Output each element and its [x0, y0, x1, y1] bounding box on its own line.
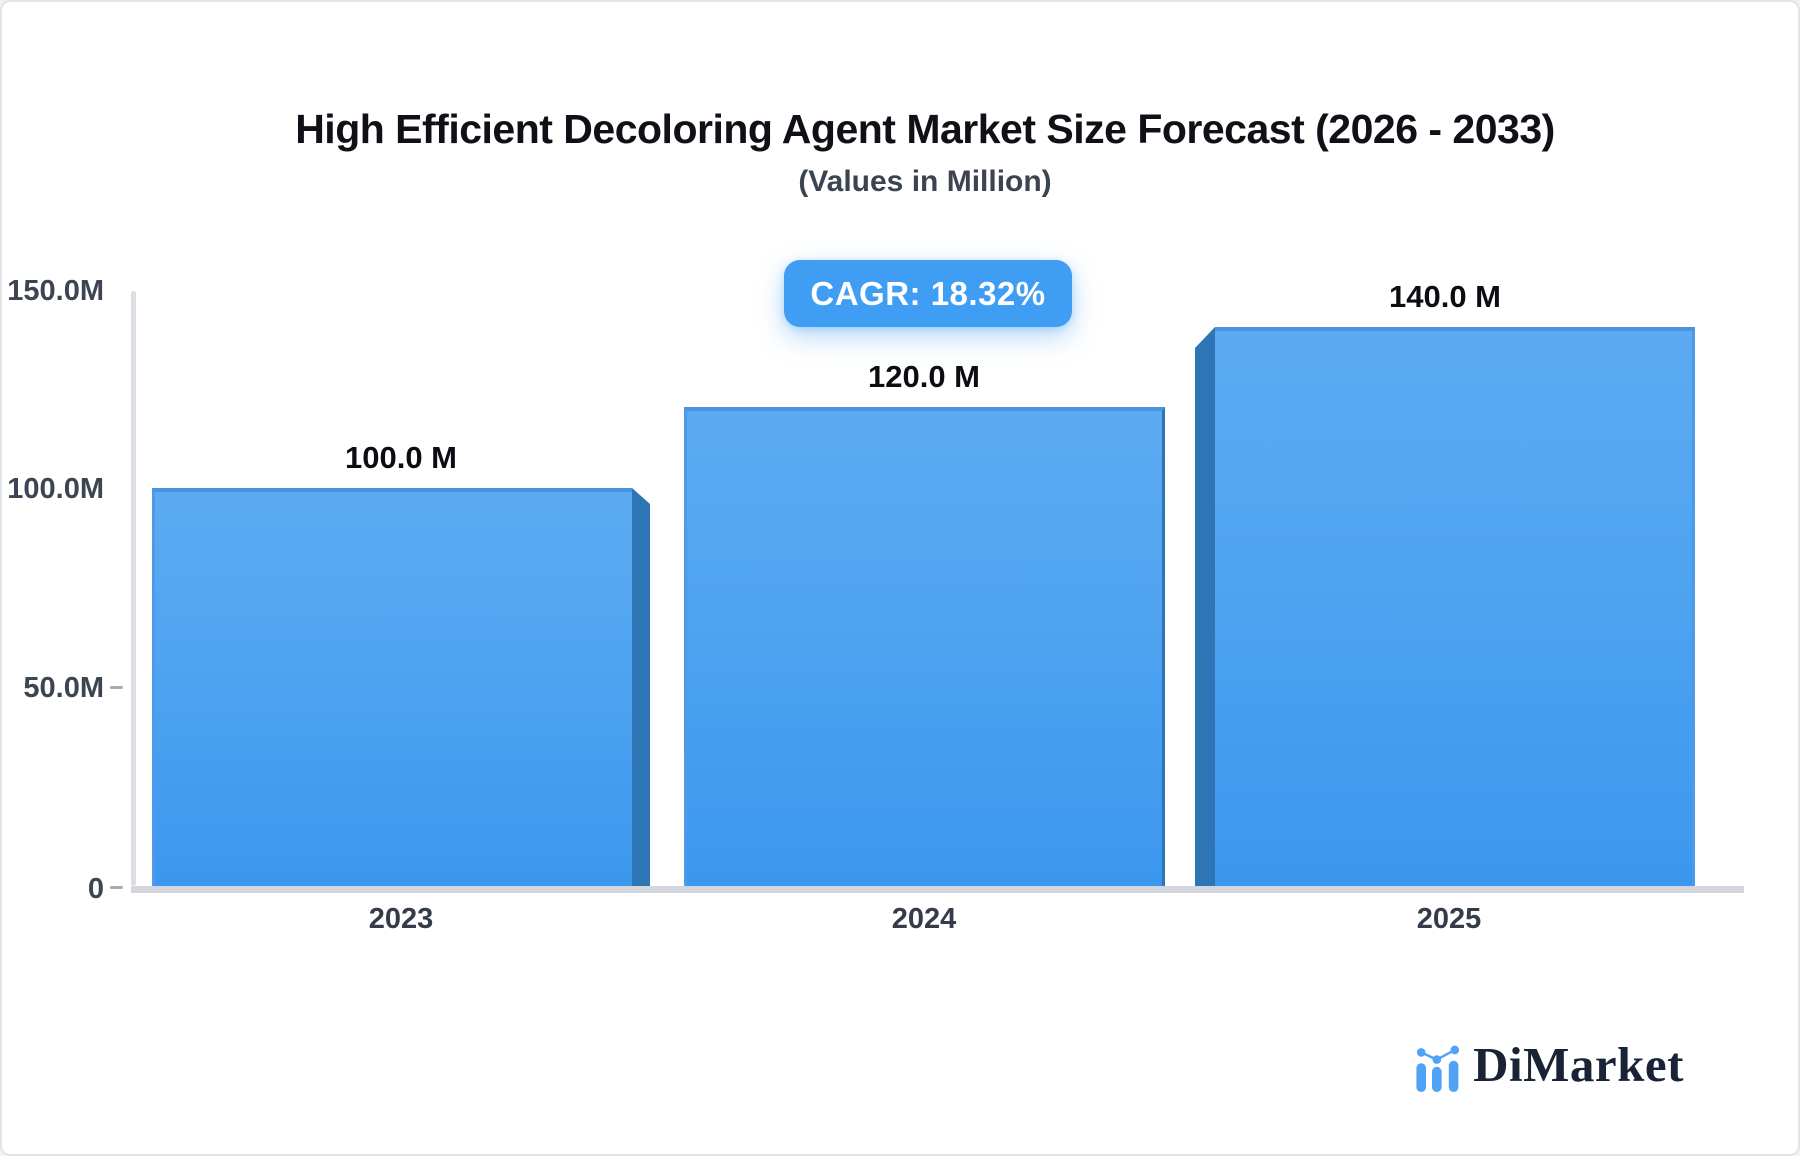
y-axis-label-150: 150.0M [7, 275, 104, 307]
chart-subtitle: (Values in Million) [798, 165, 1052, 198]
x-axis-label-2025: 2025 [1416, 903, 1482, 935]
chart-title: High Efficient Decoloring Agent Market S… [295, 106, 1555, 152]
bar-value-2025: 140.0 M [1388, 279, 1501, 314]
y-axis-label-50: 50.0M [23, 672, 104, 704]
bar-chart-logo-icon [1416, 1044, 1460, 1097]
bar-2025-3d-side [1195, 327, 1215, 888]
y-axis-label-0: 0 [87, 873, 104, 905]
y-axis-tick-50 [110, 686, 123, 689]
x-axis-label-2024: 2024 [891, 903, 957, 935]
bar-2023 [152, 488, 632, 888]
bar-value-2024: 120.0 M [867, 359, 980, 394]
bar-value-2023: 100.0 M [344, 440, 457, 475]
bar-2024 [684, 407, 1165, 888]
cagr-badge: CAGR: 18.32% [784, 260, 1072, 327]
x-axis-label-2023: 2023 [368, 903, 434, 935]
bar-2025 [1215, 327, 1695, 888]
y-axis-line [131, 291, 136, 886]
y-axis-tick-0 [110, 886, 123, 889]
y-axis-label-100: 100.0M [7, 473, 104, 505]
cagr-badge-label: CAGR: 18.32% [810, 274, 1046, 312]
chart-header: High Efficient Decoloring Agent Market S… [52, 2, 1798, 199]
x-axis-line [131, 886, 1744, 893]
bar-2023-3d-side [632, 488, 650, 888]
brand-name: DiMarket [1473, 1037, 1684, 1092]
brand-watermark: DiMarket [1416, 1038, 1684, 1097]
